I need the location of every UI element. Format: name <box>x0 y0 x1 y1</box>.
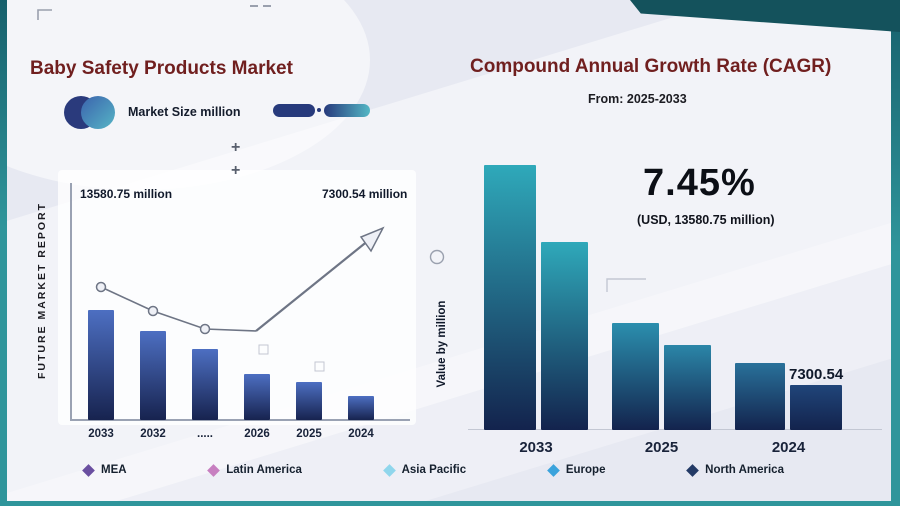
left-bar-column-2: 2032 <box>140 300 166 440</box>
legend-item-latin-america: Latin America <box>207 463 302 477</box>
left-bar-column-4: 2026 <box>244 300 270 440</box>
legend-diamond-mea <box>82 463 95 477</box>
left-chart-bars: 2033 2032..... 2026 2025 2024 <box>88 300 374 440</box>
left-axis-label-1: 2033 <box>88 428 114 440</box>
legend-item-europe: Europe <box>546 463 606 477</box>
legend-label-mea: MEA <box>101 464 127 476</box>
legend-item-north-america: North America <box>686 463 784 477</box>
left-edge-accent <box>0 0 7 506</box>
left-bar-5 <box>296 382 322 420</box>
left-bar-column-6: 2024 <box>348 300 374 440</box>
right-bar-group-2033: 2033 <box>484 165 588 456</box>
left-bar-6 <box>348 396 374 420</box>
left-bar-column-3: ..... <box>192 300 218 440</box>
left-bar-2 <box>140 331 166 420</box>
left-bar-column-5: 2025 <box>296 300 322 440</box>
right-axis-label-2033: 2033 <box>519 439 553 456</box>
right-axis-label-2024: 2024 <box>771 439 806 456</box>
right-bar-2025-1 <box>612 323 659 430</box>
cagr-period: From: 2025-2033 <box>588 92 687 106</box>
left-axis-label-3: ..... <box>197 428 213 440</box>
legend-label-north-america: North America <box>705 464 784 476</box>
legend-item-asia-pacific: Asia Pacific <box>382 463 467 477</box>
legend-label-latin-america: Latin America <box>226 464 302 476</box>
scale-pill-separator <box>317 108 321 112</box>
right-bar-2024-1 <box>735 363 785 430</box>
left-chart-x-axis <box>70 419 410 421</box>
left-axis-label-2: 2032 <box>140 428 166 440</box>
left-bar-3 <box>192 349 218 420</box>
left-bar-4 <box>244 374 270 420</box>
right-chart-annotation: 7300.54 <box>789 366 844 383</box>
legend-diamond-north-america <box>686 463 700 477</box>
left-chart-y-axis <box>70 183 72 420</box>
left-bar-column-1: 2033 <box>88 300 114 440</box>
right-bar-2024-2 <box>790 385 842 430</box>
right-edge-accent <box>891 0 900 506</box>
region-legend: MEA Latin America Asia Pacific Europe North … <box>82 463 784 477</box>
left-axis-label-4: 2026 <box>244 428 270 440</box>
right-bar-2033-1 <box>484 165 536 430</box>
right-axis-label-2025: 2025 <box>644 439 679 456</box>
legend-label-asia-pacific: Asia Pacific <box>401 464 467 476</box>
legend-diamond-europe <box>546 463 560 477</box>
scale-pill-gradient <box>324 104 370 117</box>
left-bar-1 <box>88 310 114 420</box>
legend-item-mea: MEA <box>82 463 127 477</box>
right-bar-group-2024: 2024 <box>735 363 842 456</box>
right-chart-title: Compound Annual Growth Rate (CAGR) <box>470 56 832 77</box>
legend-diamond-asia-pacific <box>382 463 396 477</box>
legend-diamond-latin-america <box>207 463 221 477</box>
market-size-icon <box>64 95 118 131</box>
right-bar-2025-2 <box>664 345 711 430</box>
market-size-label: Market Size million <box>128 105 241 119</box>
bottom-edge-accent <box>0 501 900 506</box>
left-axis-label-6: 2024 <box>348 428 374 440</box>
left-chart-min-value: 7300.54 million <box>322 187 408 201</box>
cagr-value: 7.45% <box>643 162 756 204</box>
cagr-note: (USD, 13580.75 million) <box>637 213 775 227</box>
left-chart-max-value: 13580.75 million <box>80 187 173 201</box>
right-chart-bars: 2033 2025 2024 <box>484 165 842 456</box>
left-chart-title: Baby Safety Products Market <box>30 58 293 79</box>
right-bar-group-2025: 2025 <box>612 323 711 456</box>
legend-label-europe: Europe <box>565 464 606 476</box>
value-by-million-label: Value by million <box>436 300 448 388</box>
right-bar-2033-2 <box>541 242 588 430</box>
left-axis-label-5: 2025 <box>296 428 322 440</box>
future-market-report-watermark: FUTURE MARKET REPORT <box>36 201 48 380</box>
scale-pill-dark <box>273 104 315 117</box>
cylinder-disc-gradient <box>81 96 115 129</box>
